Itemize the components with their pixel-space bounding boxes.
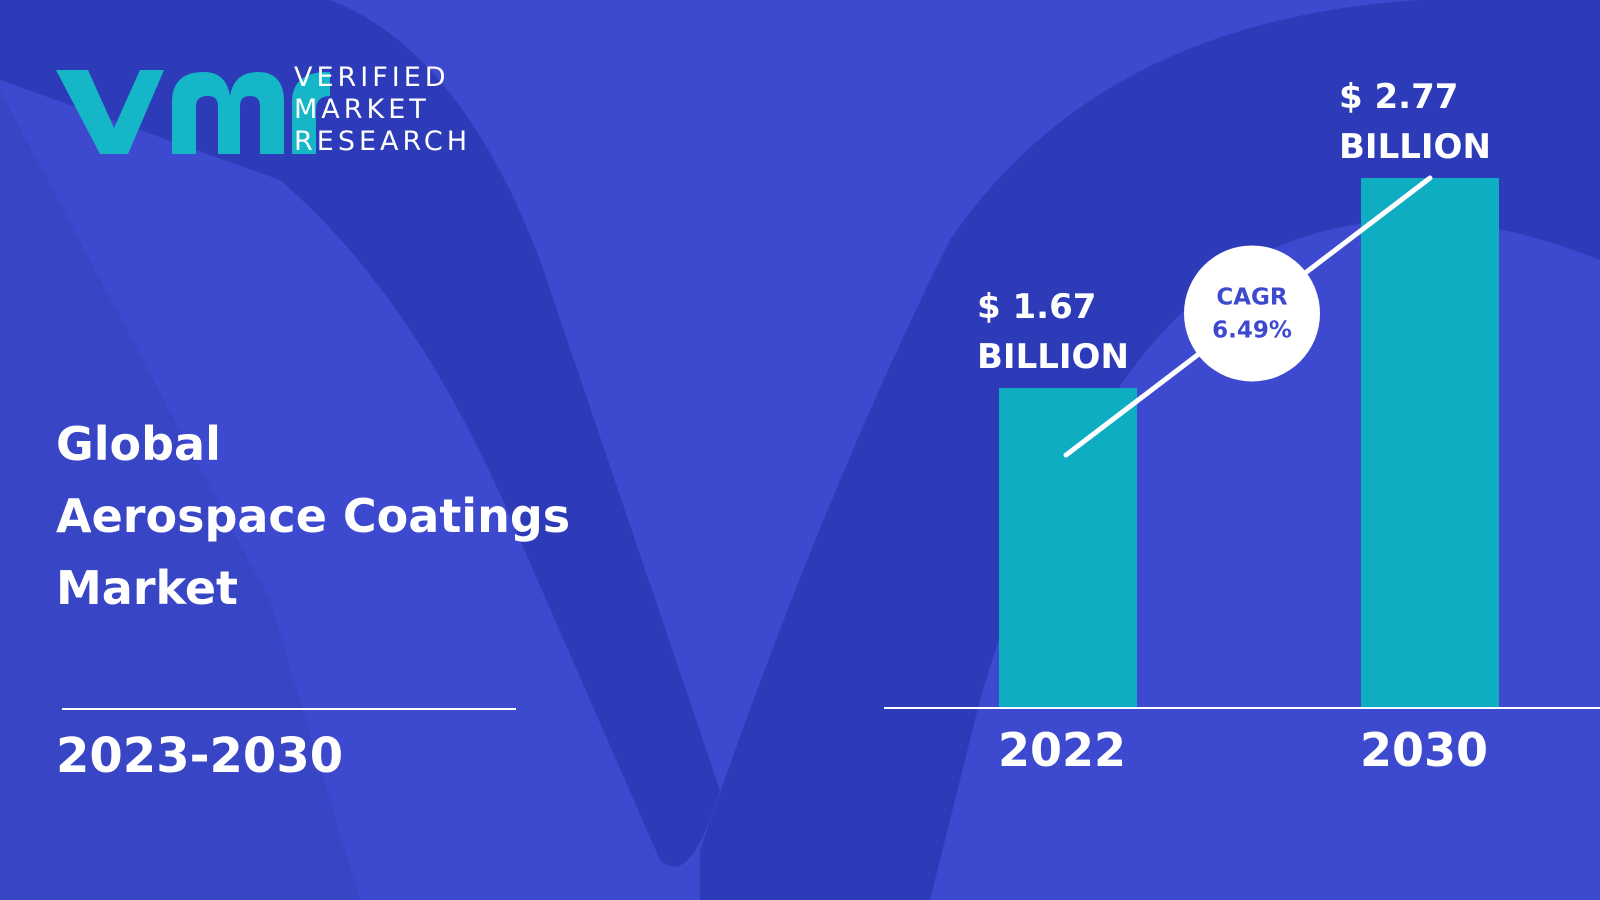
forecast-period: 2023-2030 xyxy=(56,728,344,784)
background-v-left-lower-shape xyxy=(0,90,360,900)
x-tick-label: 2022 xyxy=(998,723,1126,777)
title-line-3: Market xyxy=(56,561,239,615)
value-label-unit: BILLION xyxy=(977,337,1129,377)
value-label-unit: BILLION xyxy=(1339,127,1491,167)
brand-line-1: VERIFIED xyxy=(294,62,450,93)
page-title: Global Aerospace Coatings Market xyxy=(56,408,570,624)
cagr-value: 6.49% xyxy=(1212,317,1292,343)
background-v-right-shape xyxy=(700,0,1600,900)
brand-line-3: RESEARCH xyxy=(294,126,472,157)
cagr-label: CAGR xyxy=(1216,284,1288,310)
x-tick-label: 2030 xyxy=(1360,723,1488,777)
bar-2030 xyxy=(1361,178,1499,707)
title-divider xyxy=(62,708,516,710)
value-label-amount: $ 1.67 xyxy=(977,287,1096,327)
value-label-amount: $ 2.77 xyxy=(1339,77,1458,117)
brand-line-2: MARKET xyxy=(294,94,430,125)
title-line-2: Aerospace Coatings xyxy=(56,489,571,543)
cagr-badge xyxy=(1184,245,1320,382)
vmr-logo-icon xyxy=(56,70,330,154)
brand-name: VERIFIED MARKET RESEARCH xyxy=(294,62,471,158)
bar-2022 xyxy=(999,388,1137,707)
title-line-1: Global xyxy=(56,417,221,471)
